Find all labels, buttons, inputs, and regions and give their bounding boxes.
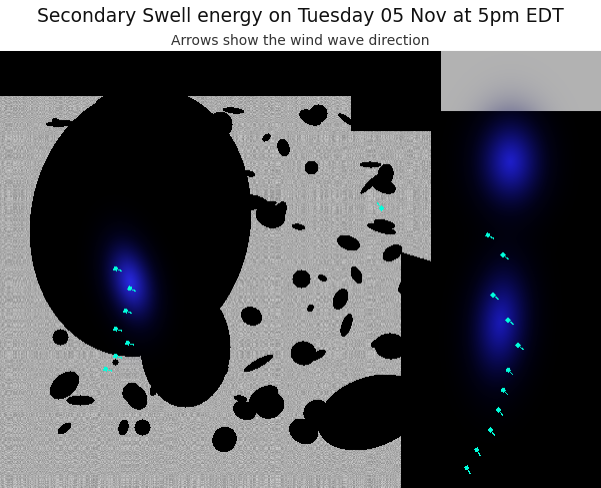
Text: Arrows show the wind wave direction: Arrows show the wind wave direction (171, 34, 430, 47)
Text: Secondary Swell energy on Tuesday 05 Nov at 5pm EDT: Secondary Swell energy on Tuesday 05 Nov… (37, 7, 564, 26)
